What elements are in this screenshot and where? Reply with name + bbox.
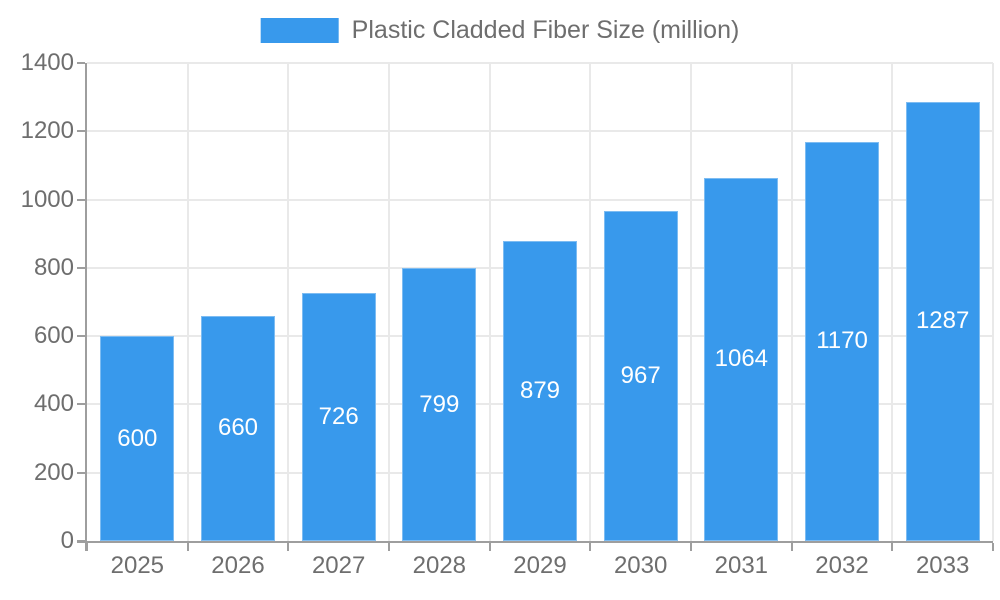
x-gridline [388, 63, 390, 541]
x-gridline [488, 63, 491, 541]
x-tick-label: 2031 [714, 552, 769, 579]
legend-swatch-icon [260, 18, 339, 43]
x-axis-line [77, 541, 993, 543]
bar-value-label: 1064 [714, 345, 769, 373]
bar[interactable]: 1287 [905, 101, 980, 541]
bar[interactable]: 660 [201, 315, 275, 541]
x-tick-label: 2026 [211, 552, 265, 579]
x-axis-tick [891, 543, 894, 551]
y-tick-label: 1400 [20, 49, 74, 76]
x-gridline [790, 63, 793, 541]
bar-value-label: 1287 [915, 307, 970, 335]
y-axis-tick [77, 62, 85, 64]
x-axis-tick [589, 543, 592, 551]
x-gridline [891, 63, 894, 541]
bar-value-label: 799 [419, 390, 460, 418]
y-axis-tick [77, 130, 85, 133]
x-axis-tick [790, 543, 793, 551]
x-tick-label: 2030 [613, 552, 668, 579]
y-axis-line [85, 63, 87, 551]
bar[interactable]: 726 [301, 293, 376, 541]
y-tick-label: 200 [33, 458, 74, 486]
y-tick-label: 1200 [20, 117, 74, 145]
y-tick-label: 0 [60, 527, 74, 554]
y-gridline [87, 130, 993, 133]
x-tick-label: 2032 [815, 552, 869, 579]
y-tick-label: 400 [33, 390, 74, 418]
x-axis-tick [992, 543, 994, 551]
bar[interactable]: 967 [603, 210, 678, 541]
y-tick-label: 600 [33, 322, 74, 350]
x-gridline [186, 63, 189, 541]
y-axis-tick [77, 403, 85, 406]
x-tick-label: 2033 [915, 552, 970, 579]
x-tick-label: 2025 [110, 552, 165, 579]
x-gridline [992, 63, 994, 541]
y-tick-label: 1000 [20, 185, 74, 213]
x-tick-label: 2028 [412, 552, 467, 579]
bar-value-label: 967 [620, 361, 661, 389]
bar[interactable]: 879 [503, 240, 577, 541]
legend-label: Plastic Cladded Fiber Size (million) [351, 16, 740, 44]
y-axis-tick [77, 471, 85, 474]
legend[interactable]: Plastic Cladded Fiber Size (million) [260, 16, 740, 44]
bar[interactable]: 1064 [704, 177, 779, 541]
x-axis-tick [287, 543, 290, 551]
x-gridline [287, 63, 290, 541]
y-axis-tick [77, 266, 85, 269]
x-axis-tick [488, 543, 491, 551]
bar-value-label: 1170 [816, 327, 868, 355]
bar-value-label: 879 [519, 376, 561, 404]
y-gridline [87, 62, 993, 64]
x-gridline [690, 63, 692, 541]
x-axis-tick [186, 543, 189, 551]
bar-value-label: 726 [318, 403, 359, 431]
y-tick-label: 800 [33, 253, 74, 281]
y-axis-tick [77, 335, 85, 338]
bar[interactable]: 799 [402, 268, 477, 541]
x-gridline [589, 63, 592, 541]
bar[interactable]: 600 [100, 336, 175, 541]
x-tick-label: 2029 [513, 552, 567, 579]
x-axis-tick [86, 543, 88, 551]
x-axis-tick [388, 543, 390, 551]
x-tick-label: 2027 [311, 552, 366, 579]
bar-value-label: 660 [217, 414, 259, 442]
bar-value-label: 600 [117, 424, 158, 452]
x-axis-tick [690, 543, 692, 551]
bar[interactable]: 1170 [805, 141, 879, 541]
y-gridline [87, 198, 993, 201]
y-axis-tick [77, 198, 85, 201]
